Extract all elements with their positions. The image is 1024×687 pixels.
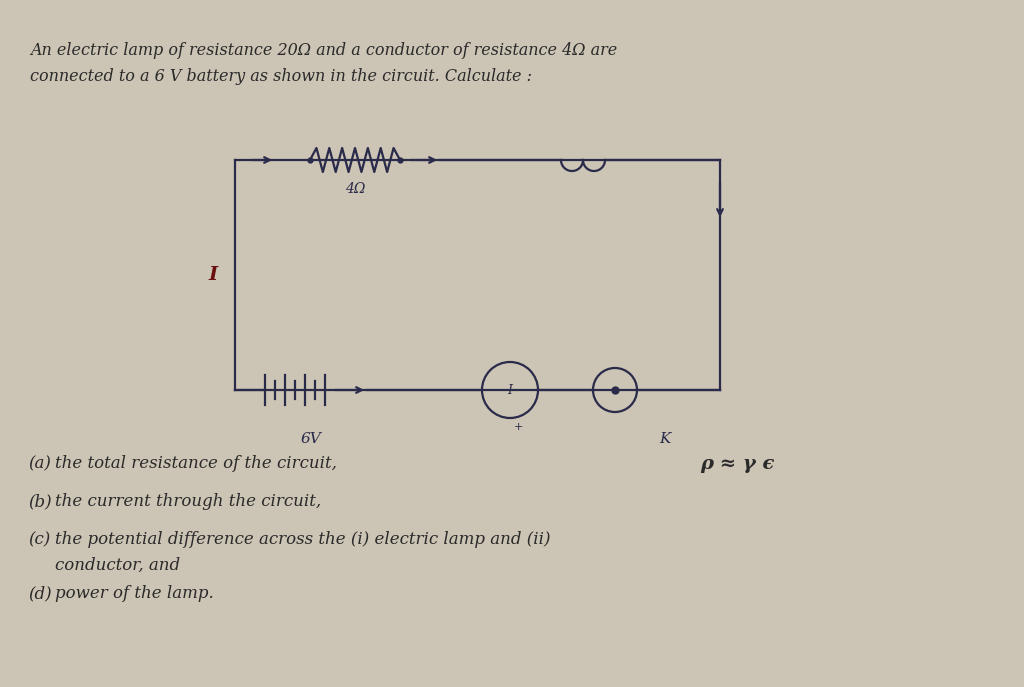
- Text: power of the lamp.: power of the lamp.: [55, 585, 214, 602]
- Text: An electric lamp of resistance 20Ω and a conductor of resistance 4Ω are: An electric lamp of resistance 20Ω and a…: [30, 42, 617, 59]
- Text: 4Ω: 4Ω: [345, 182, 366, 196]
- Text: the potential difference across the (i) electric lamp and (ii): the potential difference across the (i) …: [55, 531, 551, 548]
- Text: 6V: 6V: [301, 432, 322, 446]
- Text: (a): (a): [28, 455, 51, 472]
- Text: I: I: [508, 383, 512, 396]
- Text: (b): (b): [28, 493, 51, 510]
- Text: K: K: [659, 432, 671, 446]
- Text: I: I: [209, 266, 217, 284]
- Text: +: +: [513, 422, 522, 432]
- Text: the total resistance of the circuit,: the total resistance of the circuit,: [55, 455, 337, 472]
- Text: (d): (d): [28, 585, 51, 602]
- Text: ρ ≈ γ ϵ: ρ ≈ γ ϵ: [700, 455, 774, 473]
- Text: conductor, and: conductor, and: [55, 557, 180, 574]
- Text: (c): (c): [28, 531, 50, 548]
- Text: connected to a 6 V battery as shown in the circuit. Calculate :: connected to a 6 V battery as shown in t…: [30, 68, 532, 85]
- Text: the current through the circuit,: the current through the circuit,: [55, 493, 322, 510]
